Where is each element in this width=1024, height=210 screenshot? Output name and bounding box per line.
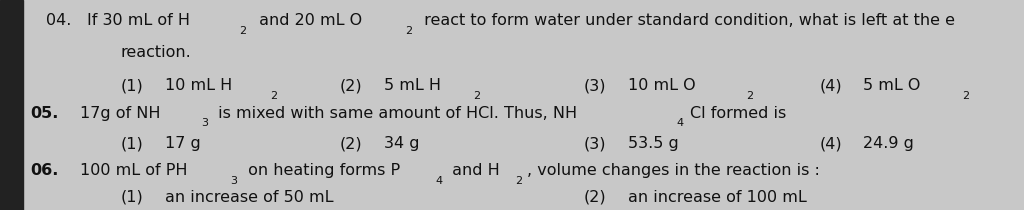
Text: and 20 mL O: and 20 mL O [254, 13, 362, 28]
Text: 3: 3 [230, 176, 238, 186]
Text: 10 mL H: 10 mL H [165, 78, 232, 93]
Text: 2: 2 [746, 91, 754, 101]
Text: 06.: 06. [31, 163, 59, 178]
Text: 17 g: 17 g [165, 136, 201, 151]
Text: reaction.: reaction. [121, 45, 191, 60]
Text: 4: 4 [677, 118, 684, 128]
Text: 24.9 g: 24.9 g [863, 136, 914, 151]
Text: 34 g: 34 g [384, 136, 420, 151]
Text: 3: 3 [201, 118, 208, 128]
Text: 2: 2 [515, 176, 522, 186]
Text: 2: 2 [406, 26, 413, 36]
Text: react to form water under standard condition, what is left at the e: react to form water under standard condi… [419, 13, 954, 28]
Text: 53.5 g: 53.5 g [628, 136, 679, 151]
Text: (4): (4) [819, 136, 842, 151]
Text: (1): (1) [121, 78, 143, 93]
Text: , volume changes in the reaction is :: , volume changes in the reaction is : [527, 163, 820, 178]
Text: 2: 2 [270, 91, 278, 101]
Text: 2: 2 [963, 91, 970, 101]
Text: 5 mL H: 5 mL H [384, 78, 441, 93]
Text: 100 mL of PH: 100 mL of PH [80, 163, 187, 178]
Text: 10 mL O: 10 mL O [628, 78, 695, 93]
Bar [0, 0, 23, 210]
Text: an increase of 50 mL: an increase of 50 mL [165, 190, 334, 205]
Text: (3): (3) [584, 78, 606, 93]
Text: (2): (2) [340, 136, 362, 151]
Text: and H: and H [447, 163, 501, 178]
Text: If 30 mL of H: If 30 mL of H [87, 13, 190, 28]
Text: (1): (1) [121, 136, 143, 151]
Text: (2): (2) [340, 78, 362, 93]
Text: 5 mL O: 5 mL O [863, 78, 921, 93]
Text: on heating forms P: on heating forms P [243, 163, 399, 178]
Text: 2: 2 [240, 26, 247, 36]
Text: Cl formed is: Cl formed is [690, 106, 786, 121]
Text: 17g of NH: 17g of NH [80, 106, 161, 121]
Text: (2): (2) [584, 190, 606, 205]
Text: (1): (1) [121, 190, 143, 205]
Text: is mixed with same amount of HCl. Thus, NH: is mixed with same amount of HCl. Thus, … [213, 106, 578, 121]
Text: 2: 2 [473, 91, 480, 101]
Text: (4): (4) [819, 78, 842, 93]
Text: an increase of 100 mL: an increase of 100 mL [628, 190, 807, 205]
Text: 04.: 04. [46, 13, 72, 28]
Text: (3): (3) [584, 136, 606, 151]
Text: 05.: 05. [31, 106, 59, 121]
Text: 4: 4 [435, 176, 442, 186]
